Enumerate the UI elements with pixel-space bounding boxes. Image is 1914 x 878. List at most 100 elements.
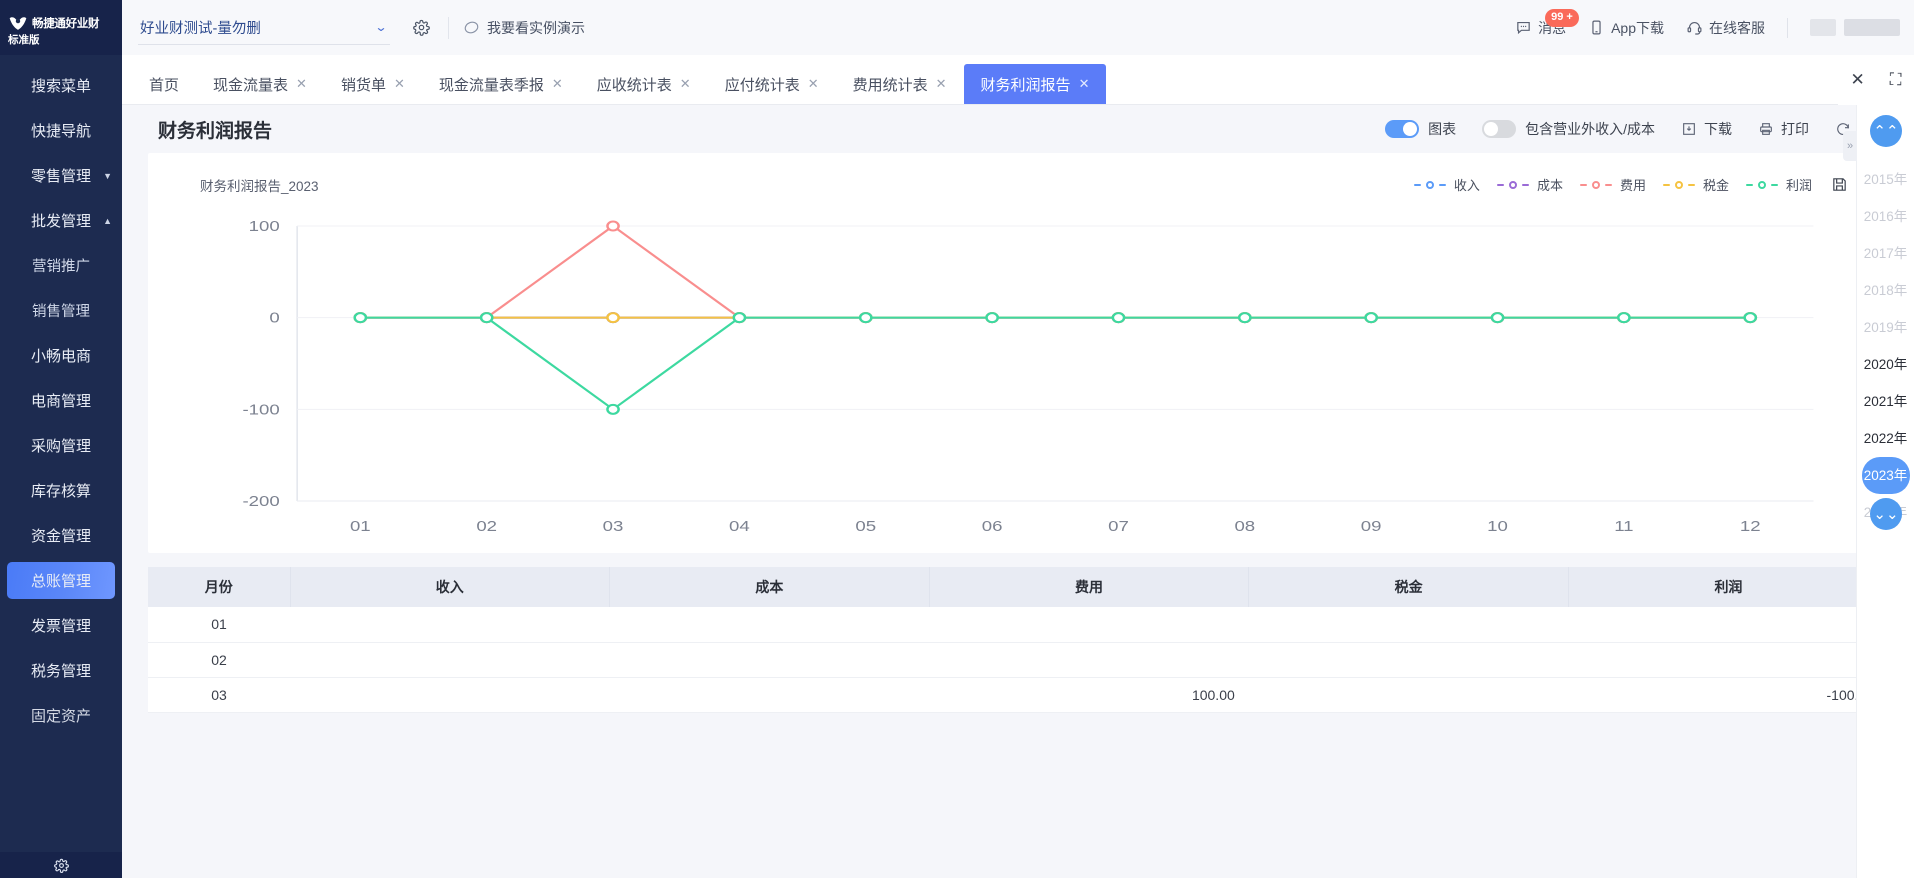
- year-option-2023年[interactable]: 2023年: [1861, 457, 1910, 494]
- sidebar-item-13[interactable]: 税务管理: [0, 648, 122, 693]
- sidebar-item-label: 电商管理: [30, 393, 91, 410]
- sidebar-item-10[interactable]: 资金管理: [0, 513, 122, 558]
- header-divider: [448, 16, 449, 39]
- legend-label: 成本: [1536, 178, 1563, 193]
- non-operating-toggle-switch[interactable]: [1482, 120, 1517, 138]
- legend-item-费用[interactable]: 费用: [1579, 175, 1646, 194]
- online-support-button[interactable]: 在线客服: [1686, 18, 1765, 38]
- tab-0[interactable]: 首页: [132, 64, 196, 104]
- close-icon[interactable]: ✕: [393, 76, 405, 91]
- close-icon[interactable]: ✕: [296, 76, 307, 91]
- chevron-down-icon: ▼: [103, 170, 112, 181]
- user-account-area[interactable]: [1810, 19, 1900, 36]
- tab-1[interactable]: 现金流量表 ✕: [196, 64, 324, 104]
- sidebar-item-8[interactable]: 采购管理: [0, 423, 122, 468]
- tab-label: 财务利润报告: [980, 76, 1071, 94]
- sidebar-item-12[interactable]: 发票管理: [0, 603, 122, 648]
- chevron-down-icon[interactable]: ⌄⌄: [1870, 498, 1902, 530]
- year-option-2021年[interactable]: 2021年: [1863, 394, 1908, 409]
- svg-text:05: 05: [855, 518, 876, 535]
- legend-dash-icon: [1521, 183, 1529, 186]
- legend-item-成本[interactable]: 成本: [1496, 175, 1563, 194]
- tab-label: 现金流量表: [213, 76, 289, 94]
- settings-gear-icon[interactable]: [408, 15, 434, 41]
- mobile-icon: [1588, 19, 1605, 36]
- svg-text:10: 10: [1487, 518, 1508, 535]
- messages-button[interactable]: 消息 99 +: [1515, 8, 1579, 38]
- legend-dash-icon: [1579, 183, 1587, 186]
- close-icon[interactable]: ✕: [807, 76, 819, 91]
- chart-legend: 收入 成本 费用 税金 利润: [1413, 175, 1848, 194]
- tab-3[interactable]: 现金流量表季报 ✕: [422, 64, 580, 104]
- legend-dash-icon: [1770, 183, 1778, 186]
- table-header-月份: 月份: [148, 567, 291, 607]
- sidebar-item-label: 快捷导航: [30, 123, 91, 140]
- tab-7[interactable]: 财务利润报告 ✕: [963, 64, 1107, 104]
- svg-text:100: 100: [249, 218, 280, 235]
- tab-label: 费用统计表: [852, 76, 928, 94]
- table-row[interactable]: 02: [148, 642, 1888, 678]
- legend-item-收入[interactable]: 收入: [1413, 175, 1480, 194]
- app-download-button[interactable]: App下载: [1588, 18, 1664, 38]
- print-button[interactable]: 打印: [1758, 119, 1809, 139]
- table-row[interactable]: 01: [148, 607, 1888, 643]
- tab-2[interactable]: 销货单 ✕: [324, 64, 422, 104]
- non-operating-toggle[interactable]: 包含营业外收入/成本: [1482, 119, 1655, 139]
- year-option-2022年[interactable]: 2022年: [1863, 431, 1908, 446]
- close-icon[interactable]: ✕: [1850, 70, 1865, 89]
- sidebar-item-5[interactable]: 销售管理: [0, 288, 122, 333]
- sidebar-item-3[interactable]: 批发管理 ▲: [0, 198, 122, 243]
- year-option-2019年[interactable]: 2019年: [1863, 320, 1908, 335]
- svg-text:09: 09: [1361, 518, 1382, 535]
- tab-6[interactable]: 费用统计表 ✕: [836, 64, 964, 104]
- year-option-2018年[interactable]: 2018年: [1863, 283, 1908, 298]
- sidebar-item-0[interactable]: 搜索菜单: [0, 63, 122, 108]
- legend-item-税金[interactable]: 税金: [1662, 175, 1729, 194]
- demo-link[interactable]: 我要看实例演示: [463, 18, 585, 38]
- org-selector[interactable]: 好业财测试-量勿删 ⌄: [138, 11, 390, 45]
- sidebar-item-label: 采购管理: [30, 438, 91, 455]
- sidebar-item-14[interactable]: 固定资产: [0, 693, 122, 738]
- sidebar-item-label: 发票管理: [30, 618, 91, 635]
- legend-dash-icon: [1687, 183, 1695, 186]
- chart-toggle-switch[interactable]: [1385, 120, 1420, 138]
- sidebar-item-2[interactable]: 零售管理 ▼: [0, 153, 122, 198]
- page-header: 财务利润报告 图表 包含营业外收入/成本 下载: [122, 105, 1914, 153]
- legend-item-利润[interactable]: 利润: [1745, 175, 1812, 194]
- table-header-收入: 收入: [290, 567, 611, 607]
- legend-dash-icon: [1496, 183, 1504, 186]
- year-option-2020年[interactable]: 2020年: [1863, 357, 1908, 372]
- close-icon[interactable]: ✕: [551, 76, 563, 91]
- close-icon[interactable]: ✕: [935, 76, 947, 91]
- year-option-2015年[interactable]: 2015年: [1863, 172, 1908, 187]
- sidebar-item-11[interactable]: 总账管理: [0, 558, 122, 603]
- sidebar-item-4[interactable]: 营销推广: [0, 243, 122, 288]
- tab-label: 应收统计表: [596, 76, 672, 94]
- cell-利润: [1568, 642, 1888, 678]
- sidebar-item-label: 零售管理: [30, 168, 91, 185]
- save-icon[interactable]: [1831, 176, 1848, 193]
- year-option-2017年[interactable]: 2017年: [1863, 246, 1908, 261]
- table-row[interactable]: 03 100.00 -100.00: [148, 677, 1888, 713]
- tab-5[interactable]: 应付统计表 ✕: [708, 64, 836, 104]
- tab-4[interactable]: 应收统计表 ✕: [580, 64, 708, 104]
- sidebar-item-6[interactable]: 小畅电商: [0, 333, 122, 378]
- headset-icon: [1686, 19, 1703, 36]
- rail-collapse-handle[interactable]: »: [1843, 131, 1857, 161]
- legend-label: 税金: [1702, 178, 1729, 193]
- close-icon[interactable]: ✕: [679, 76, 691, 91]
- svg-text:-100: -100: [242, 401, 279, 418]
- chart-toggle[interactable]: 图表: [1385, 119, 1456, 139]
- sidebar-item-7[interactable]: 电商管理: [0, 378, 122, 423]
- sidebar-item-9[interactable]: 库存核算: [0, 468, 122, 513]
- sidebar-item-1[interactable]: 快捷导航: [0, 108, 122, 153]
- close-icon[interactable]: ✕: [1078, 76, 1090, 91]
- chevron-down-icon: ⌄: [374, 20, 388, 34]
- cell-成本: [609, 677, 930, 713]
- legend-dash-icon: [1438, 183, 1446, 186]
- chevron-up-icon[interactable]: ⌃⌃: [1870, 115, 1902, 147]
- download-button[interactable]: 下载: [1681, 119, 1732, 139]
- sidebar-settings-gear-icon[interactable]: [0, 852, 122, 878]
- year-option-2016年[interactable]: 2016年: [1863, 209, 1908, 224]
- fullscreen-icon[interactable]: ⛶: [1889, 70, 1902, 89]
